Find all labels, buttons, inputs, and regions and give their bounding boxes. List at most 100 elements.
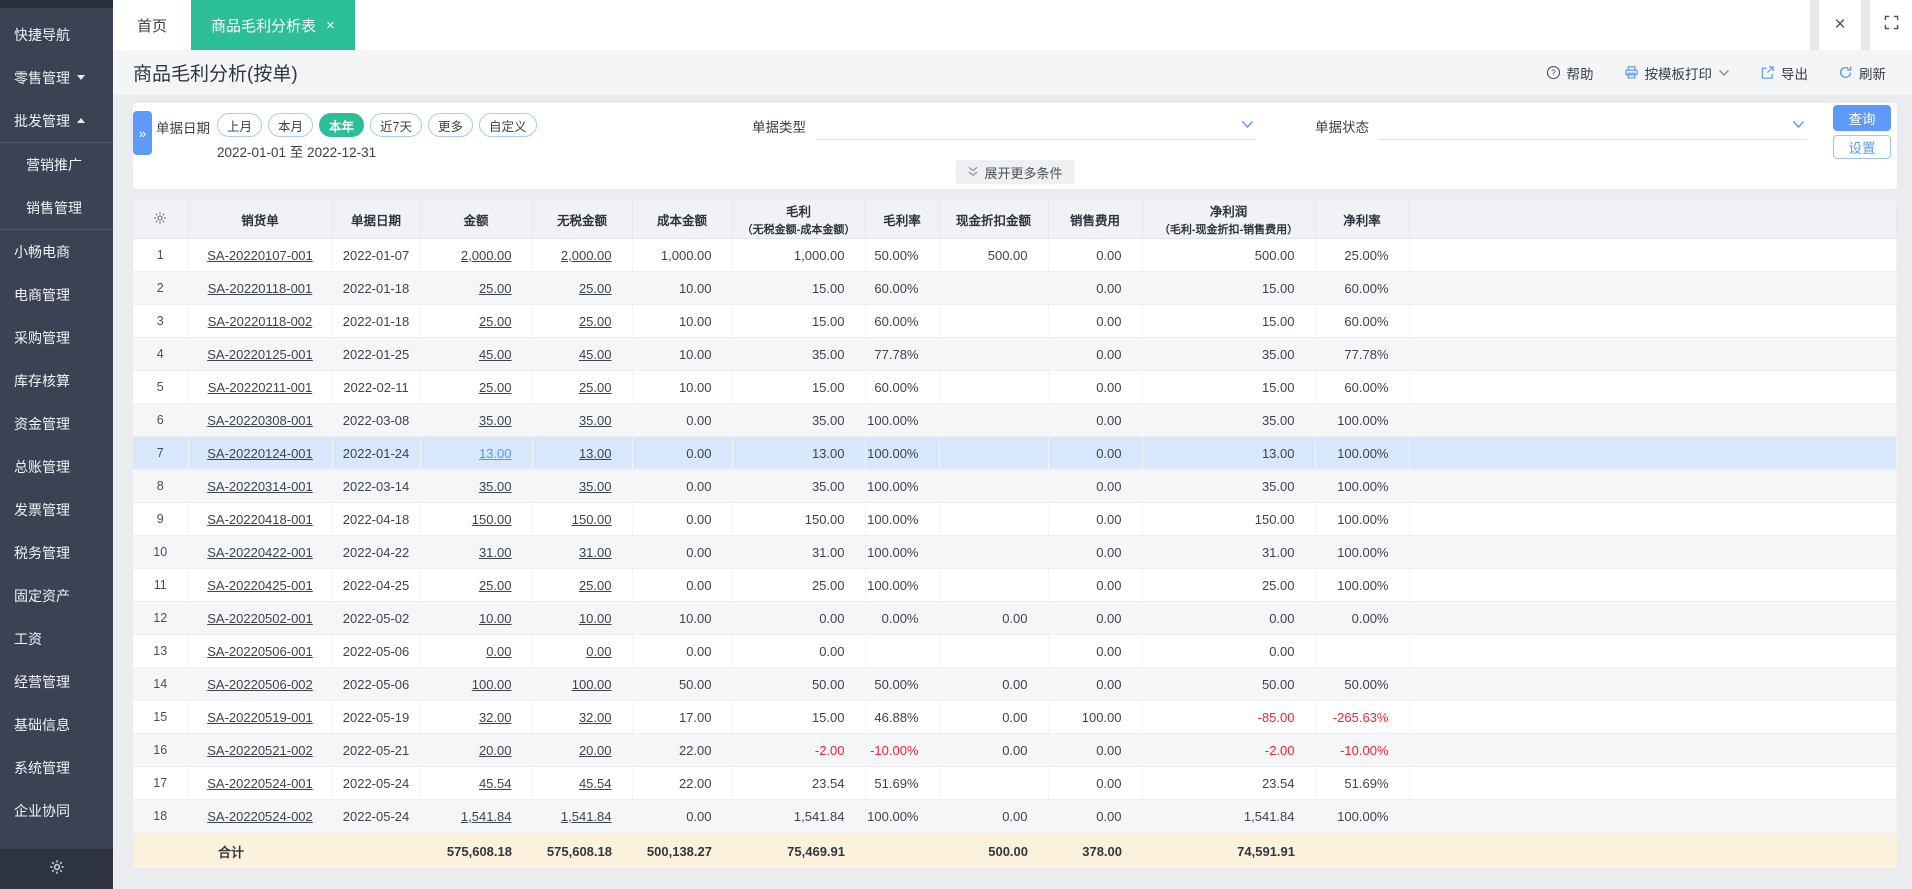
amount-link[interactable]: 35.00 [478,412,512,428]
date-pill-5[interactable]: 自定义 [479,113,537,137]
table-row[interactable]: 3 SA-20220118-002 2022-01-18 25.00 25.00 10.0… [133,304,1897,338]
doc-link[interactable]: SA-20220521-002 [207,742,313,758]
amount-link[interactable]: 13.00 [478,445,512,461]
sidebar-item-enterprise-collab[interactable]: 企业协同 [0,789,113,832]
tab-close-icon[interactable]: × [326,16,335,34]
sidebar-item-retail[interactable]: 零售管理 [0,56,113,99]
table-row[interactable]: 13 SA-20220506-001 2022-05-06 0.00 0.00 0.00 0… [133,634,1897,668]
doc-link[interactable]: SA-20220124-001 [207,445,313,461]
sidebar-item-system[interactable]: 系统管理 [0,746,113,789]
print-by-template-button[interactable]: 按模板打印 [1624,63,1731,83]
table-row[interactable]: 9 SA-20220418-001 2022-04-18 150.00 150.00 0.… [133,502,1897,536]
doc-link[interactable]: SA-20220506-002 [207,676,313,692]
settings-button[interactable]: 设置 [1833,135,1891,159]
doc-link[interactable]: SA-20220118-002 [207,313,313,329]
amount-link[interactable]: 32.00 [578,709,612,725]
amount-link[interactable]: 13.00 [578,445,612,461]
table-row[interactable]: 16 SA-20220521-002 2022-05-21 20.00 20.00 22.… [133,733,1897,767]
sidebar-item-basic-info[interactable]: 基础信息 [0,703,113,746]
amount-link[interactable]: 25.00 [578,379,612,395]
collapse-filter-button[interactable]: » [133,111,152,155]
doc-link[interactable]: SA-20220107-001 [207,247,313,263]
sidebar-item-xiaochang-ecommerce[interactable]: 小畅电商 [0,230,113,273]
sidebar-item-general-ledger[interactable]: 总账管理 [0,445,113,488]
sidebar-item-wholesale[interactable]: 批发管理 [0,99,113,142]
doc-link[interactable]: SA-20220308-001 [207,412,313,428]
table-row[interactable]: 14 SA-20220506-002 2022-05-06 100.00 100.00 5… [133,667,1897,701]
table-row[interactable]: 18 SA-20220524-002 2022-05-24 1,541.84 1,541… [133,799,1897,833]
amount-link[interactable]: 31.00 [478,544,512,560]
sidebar-item-quick-nav[interactable]: 快捷导航 [0,13,113,56]
sidebar-item-inventory[interactable]: 库存核算 [0,359,113,402]
date-pill-4[interactable]: 更多 [428,113,474,137]
sidebar-item-fixed-assets[interactable]: 固定资产 [0,574,113,617]
amount-link[interactable]: 150.00 [471,511,512,527]
sidebar-item-sales[interactable]: 销售管理 [0,186,113,230]
doc-link[interactable]: SA-20220506-001 [207,643,313,659]
doc-link[interactable]: SA-20220125-001 [207,346,313,362]
window-fullscreen-button[interactable] [1870,0,1912,50]
sidebar-item-operations[interactable]: 经营管理 [0,660,113,703]
amount-link[interactable]: 25.00 [578,577,612,593]
table-row[interactable]: 11 SA-20220425-001 2022-04-25 25.00 25.00 0.0… [133,568,1897,602]
sidebar-item-purchase[interactable]: 采购管理 [0,316,113,359]
amount-link[interactable]: 100.00 [471,676,512,692]
col-header-num[interactable] [133,200,189,239]
amount-link[interactable]: 150.00 [571,511,612,527]
amount-link[interactable]: 20.00 [478,742,512,758]
tab-product-profit-report[interactable]: 商品毛利分析表 × [191,0,355,50]
doc-link[interactable]: SA-20220418-001 [207,511,313,527]
amount-link[interactable]: 45.54 [478,775,512,791]
amount-link[interactable]: 10.00 [478,610,512,626]
date-pill-3[interactable]: 近7天 [370,113,422,137]
amount-link[interactable]: 35.00 [578,478,612,494]
amount-link[interactable]: 2,000.00 [560,247,612,263]
date-pill-2[interactable]: 本年 [319,113,365,137]
amount-link[interactable]: 100.00 [571,676,612,692]
doc-link[interactable]: SA-20220502-001 [207,610,313,626]
doc-link[interactable]: SA-20220425-001 [207,577,313,593]
doc-type-select[interactable] [816,113,1256,140]
sidebar-item-payroll[interactable]: 工资 [0,617,113,660]
table-row[interactable]: 12 SA-20220502-001 2022-05-02 10.00 10.00 10.… [133,601,1897,635]
amount-link[interactable]: 0.00 [486,643,512,659]
sidebar-item-invoice[interactable]: 发票管理 [0,488,113,531]
amount-link[interactable]: 35.00 [578,412,612,428]
doc-link[interactable]: SA-20220524-001 [207,775,313,791]
amount-link[interactable]: 31.00 [578,544,612,560]
table-row[interactable]: 6 SA-20220308-001 2022-03-08 35.00 35.00 0.00… [133,403,1897,437]
expand-more-conditions-button[interactable]: 展开更多条件 [955,160,1075,184]
chevron-down-icon[interactable] [1718,69,1730,77]
doc-link[interactable]: SA-20220118-001 [207,280,313,296]
date-pill-0[interactable]: 上月 [217,113,263,137]
table-row[interactable]: 4 SA-20220125-001 2022-01-25 45.00 45.00 10.0… [133,337,1897,371]
table-row[interactable]: 5 SA-20220211-001 2022-02-11 25.00 25.00 10.0… [133,370,1897,404]
sidebar-item-ecommerce[interactable]: 电商管理 [0,273,113,316]
amount-link[interactable]: 25.00 [578,313,612,329]
help-button[interactable]: ? 帮助 [1546,63,1594,83]
date-pill-1[interactable]: 本月 [268,113,314,137]
amount-link[interactable]: 45.00 [478,346,512,362]
tab-home[interactable]: 首页 [113,0,191,50]
table-row[interactable]: 1 SA-20220107-001 2022-01-07 2,000.00 2,000.… [133,238,1897,272]
amount-link[interactable]: 10.00 [578,610,612,626]
date-range-value[interactable]: 2022-01-01 至 2022-12-31 [217,145,377,160]
doc-link[interactable]: SA-20220519-001 [207,709,313,725]
refresh-button[interactable]: 刷新 [1838,63,1886,83]
sidebar-item-tax[interactable]: 税务管理 [0,531,113,574]
amount-link[interactable]: 25.00 [478,379,512,395]
doc-status-select[interactable] [1379,113,1807,140]
sidebar-item-funds[interactable]: 资金管理 [0,402,113,445]
table-row[interactable]: 2 SA-20220118-001 2022-01-18 25.00 25.00 10.0… [133,271,1897,305]
amount-link[interactable]: 0.00 [586,643,612,659]
table-row[interactable]: 8 SA-20220314-001 2022-03-14 35.00 35.00 0.00… [133,469,1897,503]
amount-link[interactable]: 1,541.84 [560,808,612,824]
export-button[interactable]: 导出 [1760,63,1808,83]
query-button[interactable]: 查询 [1833,105,1891,131]
doc-link[interactable]: SA-20220211-001 [207,379,313,395]
table-row[interactable]: 10 SA-20220422-001 2022-04-22 31.00 31.00 0.0… [133,535,1897,569]
amount-link[interactable]: 25.00 [578,280,612,296]
table-row[interactable]: 15 SA-20220519-001 2022-05-19 32.00 32.00 17.… [133,700,1897,734]
sidebar-settings-button[interactable] [0,849,113,889]
amount-link[interactable]: 2,000.00 [460,247,512,263]
